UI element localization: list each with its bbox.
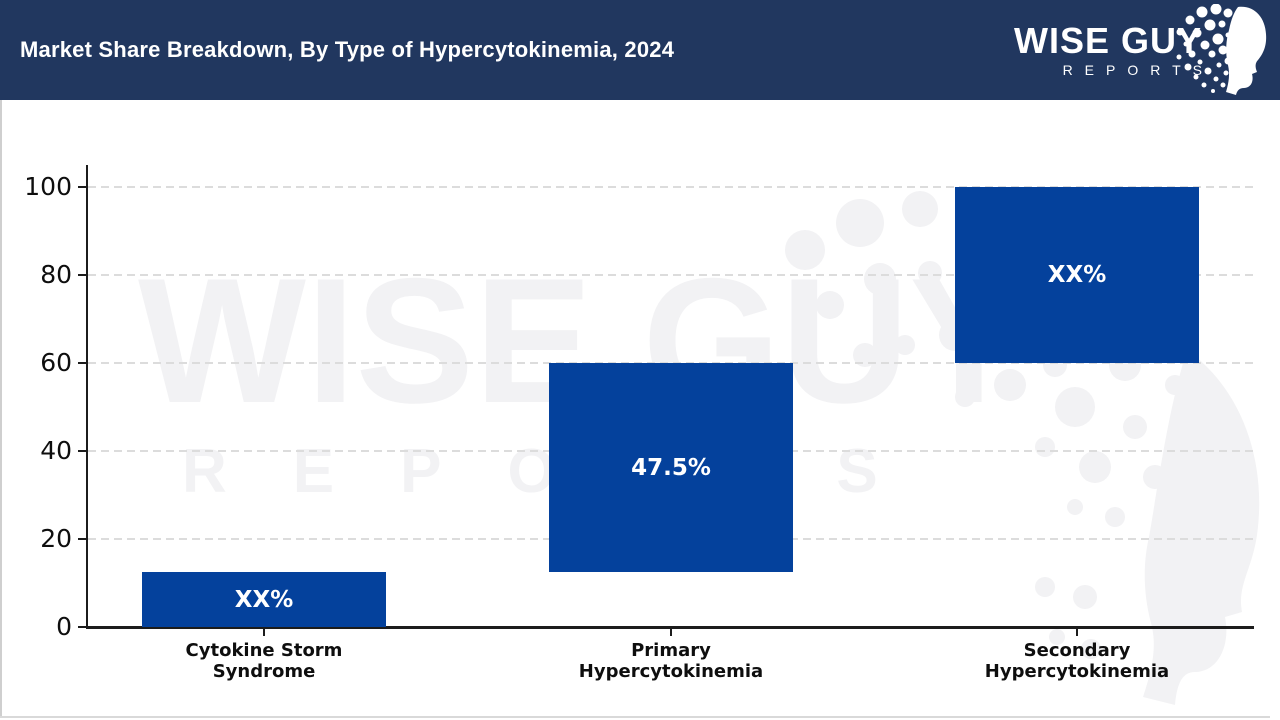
x-tick-mark [263, 629, 265, 636]
y-tick-label: 40 [40, 436, 72, 465]
category-label-line: Cytokine Storm [185, 640, 343, 661]
category-label-line: Secondary [1023, 640, 1131, 661]
bar-segment: XX% [955, 187, 1199, 363]
page-title: Market Share Breakdown, By Type of Hyper… [20, 37, 675, 62]
category-label: Primary Hypercytokinemia [521, 640, 821, 682]
y-tick-mark [78, 450, 86, 452]
x-tick-mark [670, 629, 672, 636]
category-label: Secondary Hypercytokinemia [927, 640, 1227, 682]
card-bottom-border [0, 716, 1270, 718]
y-tick-label: 60 [40, 348, 72, 377]
x-tick-mark [1076, 629, 1078, 636]
y-tick-mark [78, 186, 86, 188]
gridline-100 [88, 186, 1253, 188]
card-left-border [0, 100, 2, 716]
logo-text: WISE GUY REPORTS [1013, 19, 1202, 78]
bar-value-label: 47.5% [631, 454, 711, 481]
category-label-line: Hypercytokinemia [984, 661, 1170, 682]
y-tick-label: 20 [40, 524, 72, 553]
face-profile-dots-icon [1176, 4, 1267, 95]
header-bar: Market Share Breakdown, By Type of Hyper… [0, 0, 1280, 100]
y-tick-label: 100 [24, 172, 72, 201]
category-label-line: Primary [631, 640, 711, 661]
y-tick-mark [78, 626, 86, 628]
category-label-line: Syndrome [212, 661, 316, 682]
bar-value-label: XX% [234, 586, 294, 613]
y-tick-mark [78, 538, 86, 540]
gridline-80 [88, 274, 1253, 276]
category-label-line: Hypercytokinemia [578, 661, 764, 682]
bar-segment: XX% [142, 572, 386, 627]
y-tick-label: 80 [40, 260, 72, 289]
category-label: Cytokine Storm Syndrome [114, 640, 414, 682]
y-axis-line [86, 165, 88, 629]
bar-value-label: XX% [1047, 262, 1107, 288]
logo-subtitle: REPORTS [1062, 61, 1214, 78]
wise-guy-reports-logo: WISE GUY REPORTS [1014, 0, 1268, 100]
y-tick-label: 0 [56, 612, 72, 641]
x-axis-line [86, 626, 1254, 629]
y-tick-mark [78, 362, 86, 364]
logo-wordmark: WISE GUY [1013, 19, 1202, 61]
y-tick-mark [78, 274, 86, 276]
bar-segment: 47.5% [549, 363, 793, 572]
